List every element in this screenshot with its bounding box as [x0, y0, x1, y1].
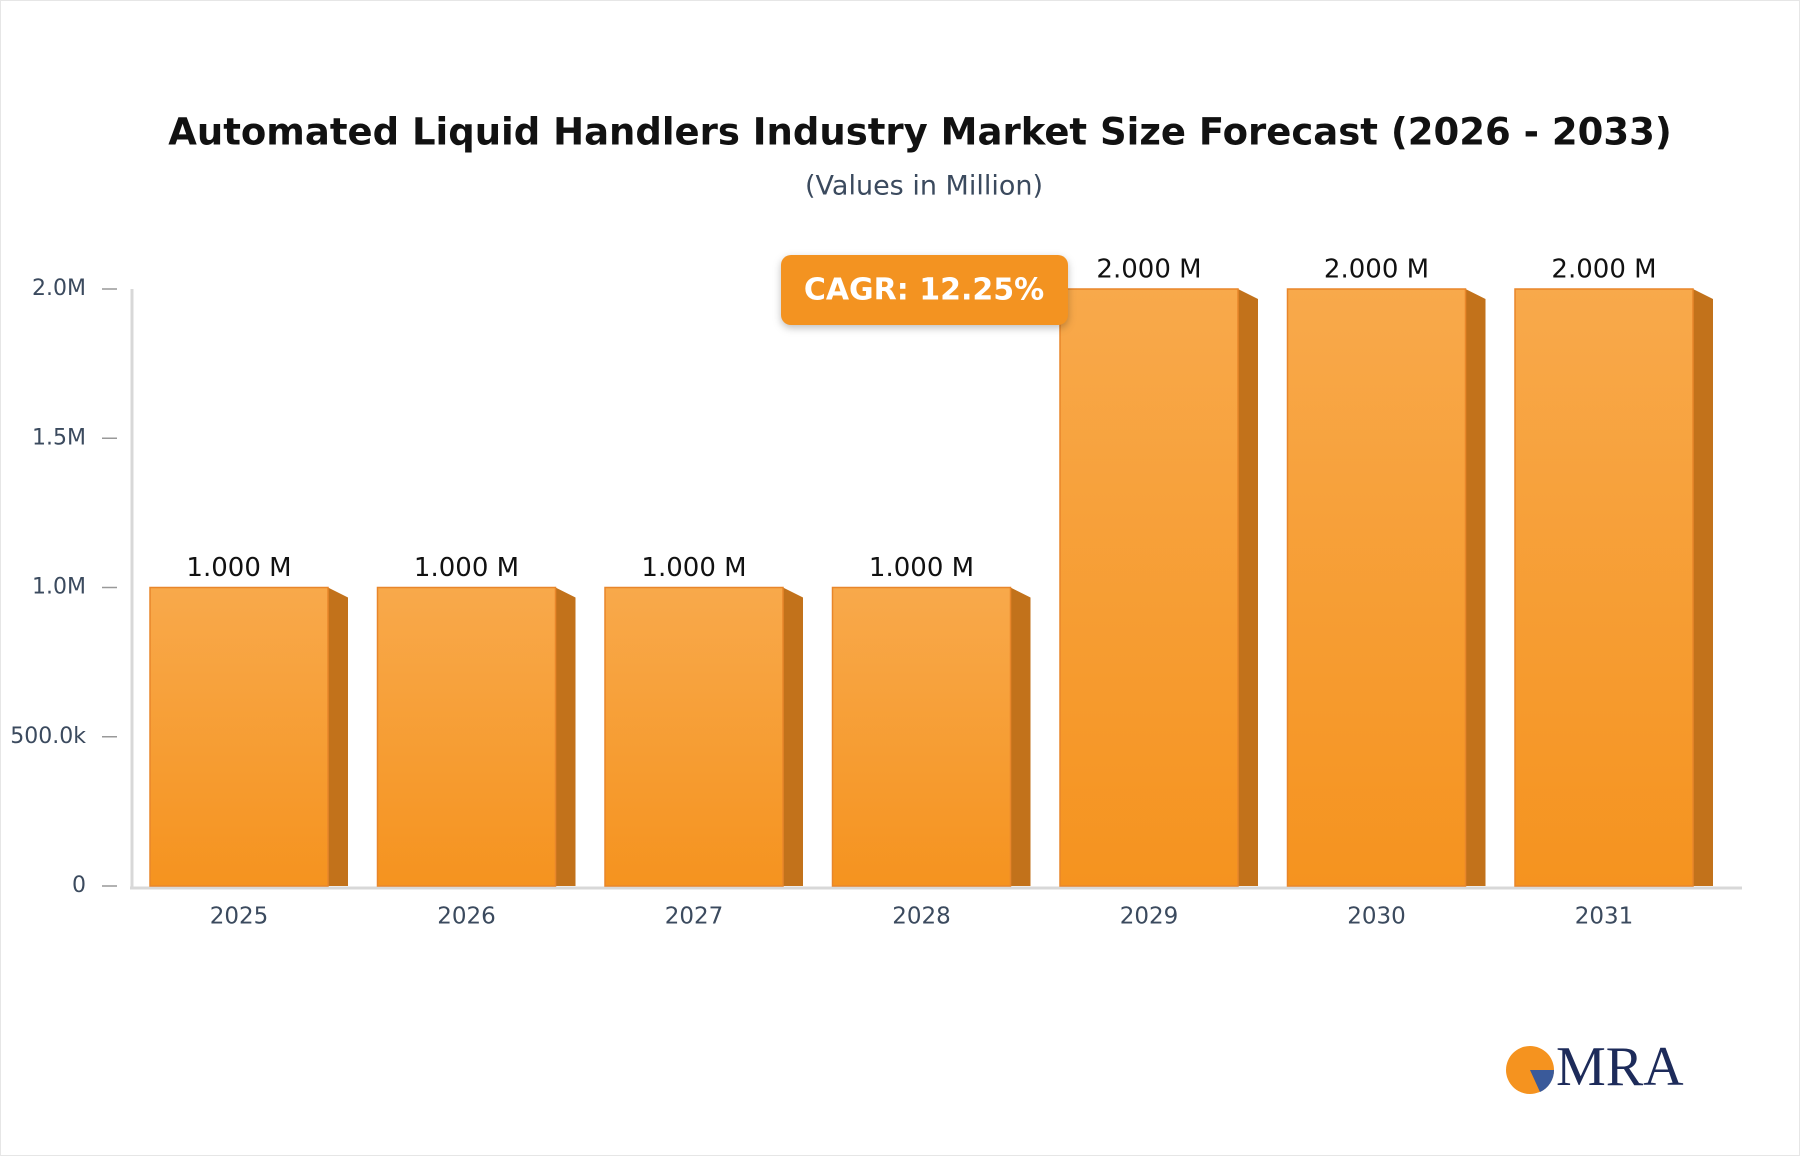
- bar-side: [783, 587, 803, 886]
- bar-side: [1238, 289, 1258, 886]
- bar-side: [1693, 289, 1713, 886]
- y-tick-label: 0: [72, 873, 86, 898]
- bar: [149, 586, 329, 887]
- bar: [831, 586, 1012, 887]
- bar-side: [1010, 587, 1031, 886]
- y-tick-label: 1.5M: [32, 425, 86, 450]
- chart-subtitle: (Values in Million): [805, 171, 1043, 202]
- bar: [1059, 288, 1239, 887]
- value-label: 1.000 M: [869, 553, 974, 583]
- x-tick-label: 2027: [665, 904, 724, 930]
- value-label: 2.000 M: [1096, 255, 1201, 285]
- logo-text: MRA: [1556, 1036, 1684, 1098]
- bar-side: [328, 587, 348, 886]
- value-label: 1.000 M: [641, 553, 746, 583]
- bar: [604, 586, 784, 887]
- logo-icon-slice: [1530, 1070, 1555, 1092]
- cagr-box: [781, 255, 1068, 325]
- x-tick-label: 2029: [1120, 904, 1179, 930]
- x-tick-label: 2030: [1347, 904, 1406, 930]
- bar: [1286, 288, 1467, 887]
- y-tick-label: 2.0M: [32, 276, 86, 301]
- value-label: 1.000 M: [186, 553, 291, 583]
- logo: MRA: [1506, 1036, 1684, 1098]
- y-tick-label: 500.0k: [10, 724, 86, 749]
- x-tick-label: 2025: [210, 904, 269, 930]
- value-label: 1.000 M: [414, 553, 519, 583]
- bar: [376, 586, 557, 887]
- x-tick-label: 2028: [892, 904, 951, 930]
- bar: [1514, 288, 1694, 887]
- value-label: 2.000 M: [1324, 255, 1429, 285]
- bar-side: [555, 587, 576, 886]
- y-tick-label: 1.0M: [32, 575, 86, 600]
- bar-side: [1465, 289, 1486, 886]
- x-tick-label: 2026: [437, 904, 496, 930]
- chart-title: Automated Liquid Handlers Industry Marke…: [168, 111, 1672, 154]
- cagr-badge: CAGR: 12.25%: [781, 255, 1068, 325]
- cagr-text: CAGR: 12.25%: [804, 273, 1044, 308]
- value-label: 2.000 M: [1551, 255, 1656, 285]
- x-tick-label: 2031: [1575, 904, 1634, 930]
